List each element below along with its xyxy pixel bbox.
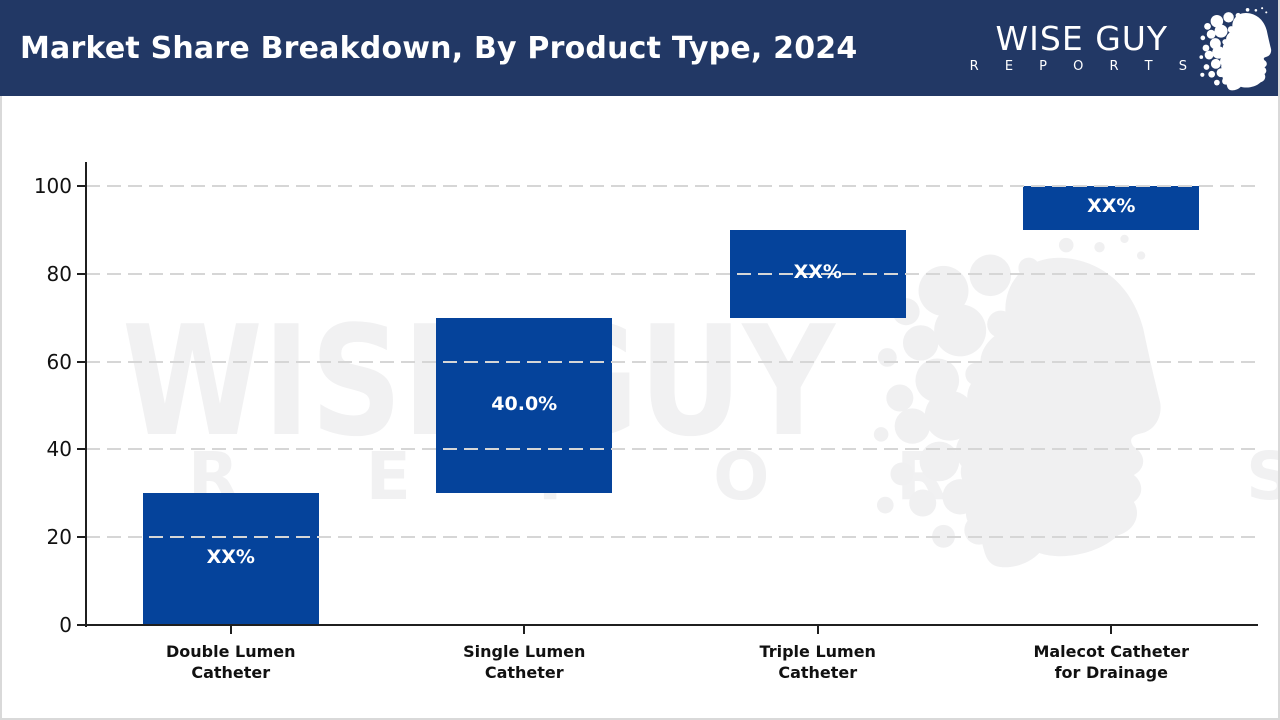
bar-value-label: XX% [793,260,842,283]
bar-segment [1023,186,1200,230]
frame-border-left [0,96,2,720]
x-category-label: Malecot Catheter for Drainage [1033,642,1190,682]
logo-wordmark-line1: WISE GUY [995,19,1169,58]
x-axis-line [84,624,1258,626]
y-tick [77,360,85,363]
y-tick [77,536,85,539]
x-tick [816,626,819,634]
bar-segment [142,493,319,625]
bar-segment [436,317,613,494]
y-tick [77,624,85,626]
x-category-label: Triple Lumen Catheter [759,642,876,682]
bar-value-label: 40.0% [491,392,558,415]
y-gridline [86,185,1258,187]
y-tick-label: 0 [59,613,72,637]
header-bar: Market Share Breakdown, By Product Type,… [0,0,1280,96]
logo-wordmark-line2: R E P O R T S [969,59,1198,74]
logo-head-icon [1199,7,1272,91]
x-tick [523,626,526,634]
logo-wordmark: WISE GUY R E P O R T S [966,19,1198,75]
brand-logo: WISE GUY R E P O R T S [966,0,1272,96]
bar-value-label: XX% [1087,194,1136,217]
x-tick [229,626,232,634]
frame-border-right [1278,0,1280,720]
x-category-label: Double Lumen Catheter [165,642,296,682]
frame-border-bottom [0,718,1280,720]
bar-value-label: XX% [206,546,255,569]
y-gridline [86,272,1258,275]
y-tick-label: 60 [46,349,72,374]
y-tick-label: 40 [46,437,72,462]
y-tick-label: 80 [46,261,72,286]
y-gridline [86,448,1258,451]
y-tick [77,448,85,451]
x-tick [1110,626,1113,634]
y-tick-label: 100 [33,174,72,198]
chart-title: Market Share Breakdown, By Product Type,… [20,30,858,66]
y-gridline [86,536,1258,539]
y-axis-line [85,162,87,627]
y-tick-label: 20 [46,525,72,550]
x-category-label: Single Lumen Catheter [463,642,586,682]
y-tick [77,272,85,275]
y-tick [77,185,85,187]
y-gridline [86,360,1258,363]
